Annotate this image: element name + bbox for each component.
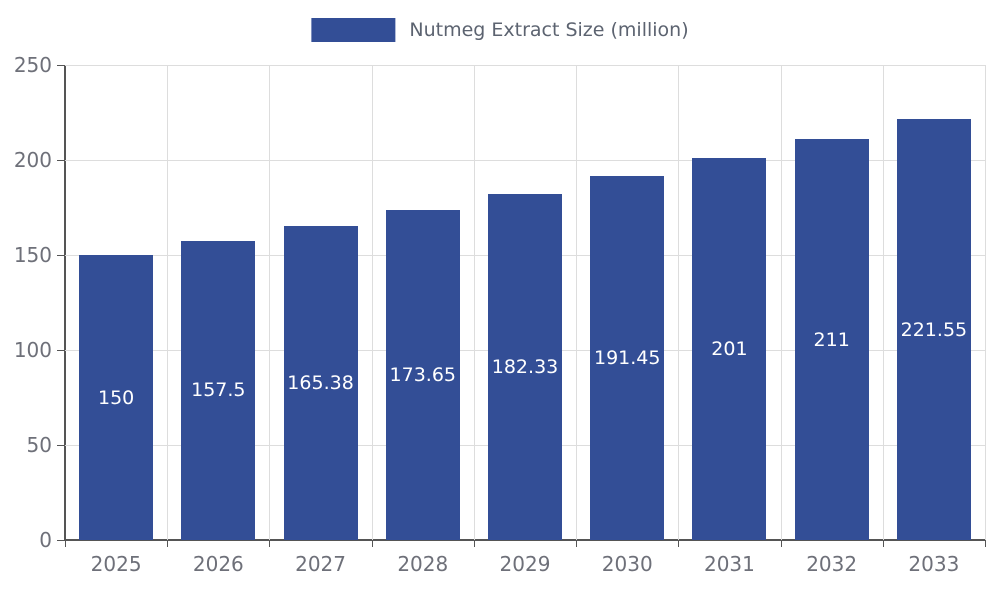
legend-label: Nutmeg Extract Size (million) [409,19,689,41]
y-tick-label: 250 [13,53,52,77]
y-axis-tick [57,350,65,351]
bar-value-label: 191.45 [593,347,661,370]
legend[interactable]: Nutmeg Extract Size (million) [311,18,689,42]
x-axis-tick [473,541,475,547]
y-tick-label: 200 [13,148,52,172]
x-tick-label: 2030 [601,552,653,576]
gridline-vertical [576,65,578,540]
bar-2026[interactable]: 157.5 [181,240,256,540]
bar-2028[interactable]: 173.65 [385,210,460,540]
y-axis-tick [57,445,65,446]
bar-value-label: 211 [813,328,850,351]
gridline-vertical [678,65,680,540]
bar-value-label: 165.38 [287,371,354,394]
x-tick-label: 2027 [295,552,346,576]
bar-2033[interactable]: 221.55 [896,119,971,540]
gridline-vertical [780,65,782,540]
y-tick-label: 50 [26,433,52,457]
x-axis-tick [882,541,884,547]
y-tick-label: 150 [13,243,52,267]
bar-value-label: 157.5 [191,379,246,402]
bar-value-label: 173.65 [389,364,457,387]
y-axis-tick [57,540,65,541]
y-tick-label: 0 [39,528,52,552]
x-tick-label: 2029 [499,552,551,576]
gridline-horizontal [65,65,985,66]
x-axis-tick [167,541,169,547]
bar-2027[interactable]: 165.38 [283,225,358,540]
plot-area: 150 157.5 165.38 173.65 182.33 191.45 201 211 22… [57,65,986,547]
gridline-vertical [167,65,169,540]
bar-value-label: 201 [711,338,748,361]
x-axis-tick [985,541,986,547]
bar-value-label: 150 [97,386,135,409]
x-axis-tick [371,541,373,547]
x-axis-tick [678,541,680,547]
x-axis-tick [780,541,782,547]
bar-value-label: 182.33 [491,355,559,378]
y-axis-tick [57,65,65,66]
x-axis-tick [576,541,578,547]
x-tick-label: 2026 [192,552,244,576]
gridline-vertical [882,65,884,540]
y-tick-label: 100 [13,338,52,362]
x-tick-label: 2033 [908,552,960,576]
y-axis-line [64,65,66,540]
gridline-horizontal [65,160,985,161]
gridline-vertical [269,65,271,540]
bar-2032[interactable]: 211 [794,139,869,540]
x-axis-line [64,539,986,541]
x-axis-tick [269,541,271,547]
gridline-vertical [985,65,986,540]
x-tick-label: 2031 [703,552,755,576]
x-tick-label: 2025 [90,552,142,576]
x-axis-tick [65,541,66,547]
legend-swatch [311,18,396,42]
bar-2025[interactable]: 150 [79,255,154,540]
y-axis-tick [57,255,65,256]
bar-value-label: 221.55 [900,318,968,341]
gridline-vertical [371,65,373,540]
gridline-vertical [473,65,475,540]
bar-2031[interactable]: 201 [692,158,767,540]
bar-2030[interactable]: 191.45 [590,176,665,540]
y-axis-tick [57,160,65,161]
x-tick-label: 2032 [806,552,858,576]
x-tick-label: 2028 [397,552,449,576]
bar-2029[interactable]: 182.33 [488,193,562,540]
